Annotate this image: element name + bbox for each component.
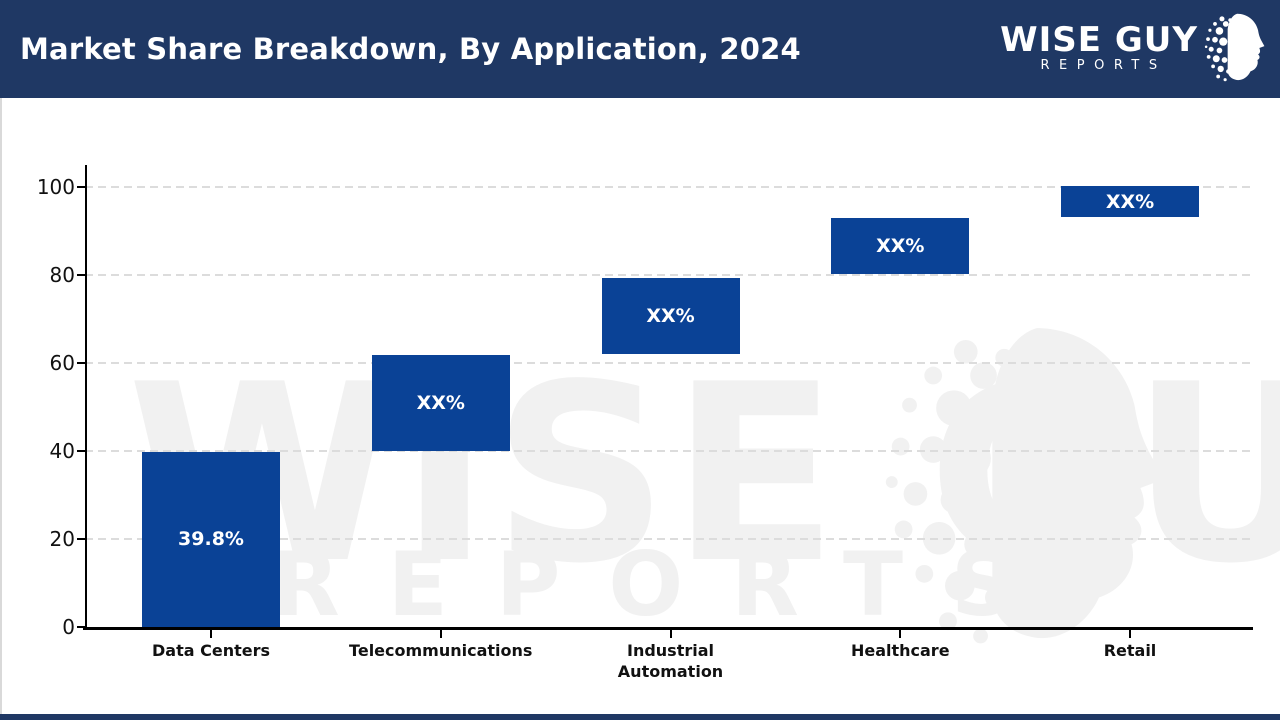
logo-text: WISE GUY REPORTS: [1000, 22, 1198, 74]
y-axis-tick: [77, 362, 85, 364]
bar-industrial-automation: [601, 278, 740, 355]
logo-subtext: REPORTS: [1040, 58, 1167, 73]
category-label: Data Centers: [91, 640, 331, 661]
y-gridline: [85, 186, 1253, 188]
x-axis-tick: [1129, 630, 1131, 638]
y-tick-label: 80: [49, 263, 75, 287]
bar-value-label: XX%: [876, 234, 925, 257]
y-axis-tick: [77, 274, 85, 276]
y-axis: [85, 165, 87, 627]
x-axis-tick: [439, 630, 442, 638]
category-label-line: Retail: [1103, 641, 1157, 660]
y-axis-tick: [77, 538, 85, 540]
y-gridline: [85, 362, 1253, 364]
category-label-line: Industrial: [626, 641, 714, 660]
y-axis-tick: [77, 450, 85, 452]
header: Market Share Breakdown, By Application, …: [0, 0, 1280, 98]
y-tick-label: 0: [62, 615, 75, 639]
y-tick-label: 100: [36, 175, 75, 199]
x-axis-tick: [669, 630, 672, 638]
y-gridline: [85, 450, 1253, 452]
bar-retail: [1061, 186, 1199, 217]
y-axis-tick: [77, 186, 85, 188]
category-label-line: Telecommunications: [349, 641, 533, 660]
category-label: Telecommunications: [321, 640, 561, 661]
logo-wordmark: WISE GUY: [1000, 20, 1198, 60]
x-axis-tick: [899, 630, 902, 638]
category-label-line: Data Centers: [152, 641, 270, 660]
y-gridline: [85, 538, 1253, 540]
wiseguy-logo: WISE GUY REPORTS: [1000, 10, 1266, 86]
y-axis-tick: [77, 626, 85, 628]
category-label: Industrial Automation: [551, 640, 791, 682]
y-tick-label: 20: [49, 527, 75, 551]
y-tick-label: 40: [49, 439, 75, 463]
category-label-line: Automation: [617, 662, 724, 681]
y-tick-label: 60: [49, 351, 75, 375]
x-axis: [83, 627, 1253, 630]
category-label: Healthcare: [780, 640, 1020, 661]
y-gridline: [85, 274, 1253, 276]
category-label: Retail: [1010, 640, 1250, 661]
bar-value-label: 39.8%: [178, 528, 244, 551]
page-title: Market Share Breakdown, By Application, …: [20, 32, 801, 66]
bar-value-label: XX%: [646, 305, 695, 328]
bar-healthcare: [831, 217, 970, 275]
x-axis-tick: [210, 630, 212, 638]
bar-data-centers: [142, 451, 280, 627]
bar-value-label: XX%: [1105, 190, 1155, 213]
bar-value-label: XX%: [416, 391, 465, 414]
bar-telecommunications: [371, 355, 510, 451]
category-label-line: Healthcare: [850, 641, 950, 660]
footer-bar: [0, 714, 1280, 720]
